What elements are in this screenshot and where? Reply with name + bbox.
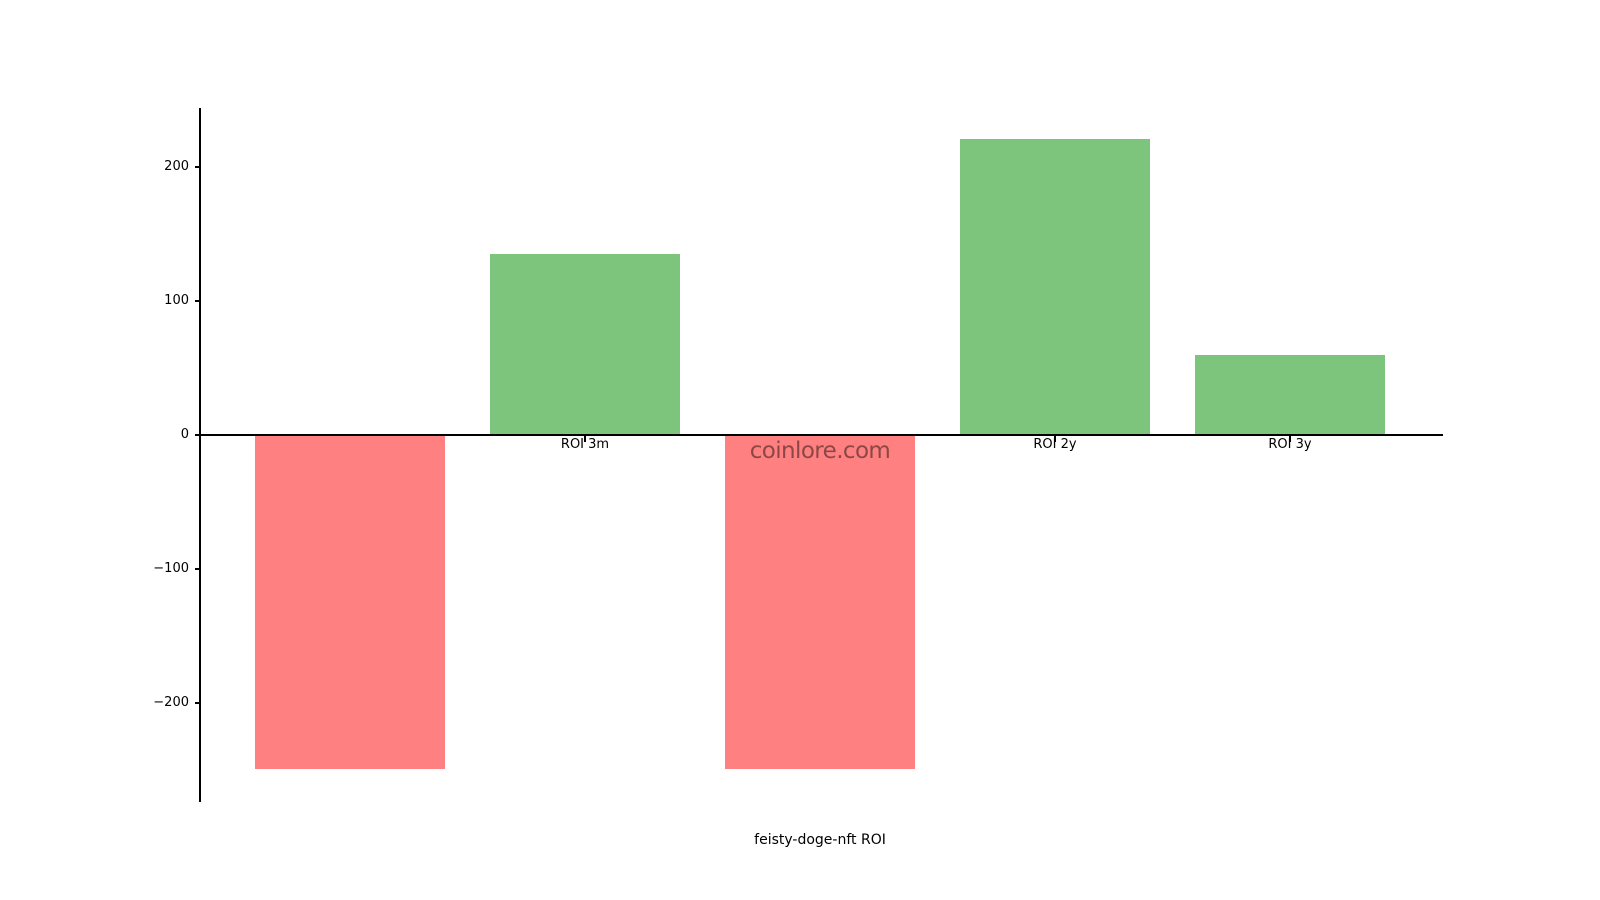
y-axis-line [199, 108, 201, 802]
y-tick-label: 0 [180, 427, 189, 442]
bar-0 [255, 435, 445, 769]
y-tick-mark [195, 702, 200, 704]
y-tick-label: 200 [164, 159, 189, 174]
y-tick-label: −100 [153, 561, 189, 576]
bar-roi-2y [960, 138, 1150, 435]
x-tick-mark [1289, 435, 1291, 442]
x-tick-label-roi-2y: ROI 2y [1033, 437, 1077, 452]
y-tick-label: 100 [164, 293, 189, 308]
y-tick-mark [195, 434, 200, 436]
y-tick-mark [195, 166, 200, 168]
x-axis-title: feisty-doge-nft ROI [754, 832, 886, 848]
x-tick-mark [584, 435, 586, 442]
y-tick-mark [195, 568, 200, 570]
x-axis-zero-line [199, 434, 1443, 436]
bar-2 [725, 435, 915, 769]
x-tick-label-roi-3m: ROI 3m [560, 437, 610, 452]
y-tick-label: −200 [153, 695, 189, 710]
bar-roi-3y [1195, 354, 1385, 435]
bar-roi-3m [490, 254, 680, 435]
watermark-text: coinlore.com [749, 438, 891, 464]
x-tick-mark [1054, 435, 1056, 442]
y-tick-mark [195, 300, 200, 302]
x-tick-label-roi-3y: ROI 3y [1268, 437, 1312, 452]
